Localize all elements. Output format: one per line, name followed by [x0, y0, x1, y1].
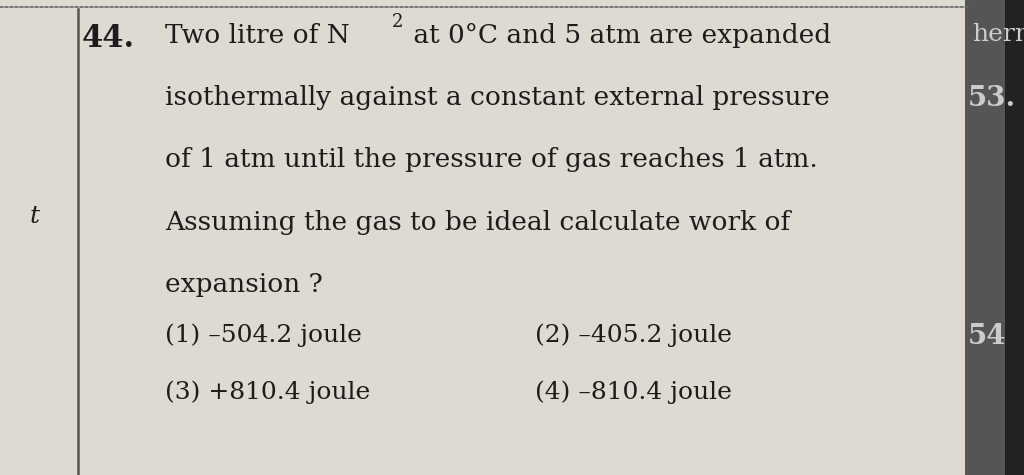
Text: expansion ?: expansion ?: [165, 272, 323, 297]
Text: Two litre of N: Two litre of N: [165, 23, 350, 48]
Text: (4) –810.4 joule: (4) –810.4 joule: [535, 380, 732, 404]
Text: isothermally against a constant external pressure: isothermally against a constant external…: [165, 85, 829, 110]
Text: Assuming the gas to be ideal calculate work of: Assuming the gas to be ideal calculate w…: [165, 210, 791, 235]
Text: 44.: 44.: [82, 23, 135, 54]
Text: 2: 2: [392, 13, 403, 31]
Text: (2) –405.2 joule: (2) –405.2 joule: [535, 323, 732, 347]
Text: at 0°C and 5 atm are expanded: at 0°C and 5 atm are expanded: [406, 23, 831, 48]
Text: (3) +810.4 joule: (3) +810.4 joule: [165, 380, 371, 404]
Text: (1) –504.2 joule: (1) –504.2 joule: [165, 323, 361, 347]
Text: hern: hern: [972, 23, 1024, 46]
Text: t: t: [30, 205, 40, 228]
Text: 53.: 53.: [968, 85, 1016, 112]
Bar: [1005, 0, 1024, 475]
Bar: [965, 0, 1024, 475]
Text: of 1 atm until the pressure of gas reaches 1 atm.: of 1 atm until the pressure of gas reach…: [165, 147, 818, 172]
Text: 54: 54: [968, 323, 1007, 350]
